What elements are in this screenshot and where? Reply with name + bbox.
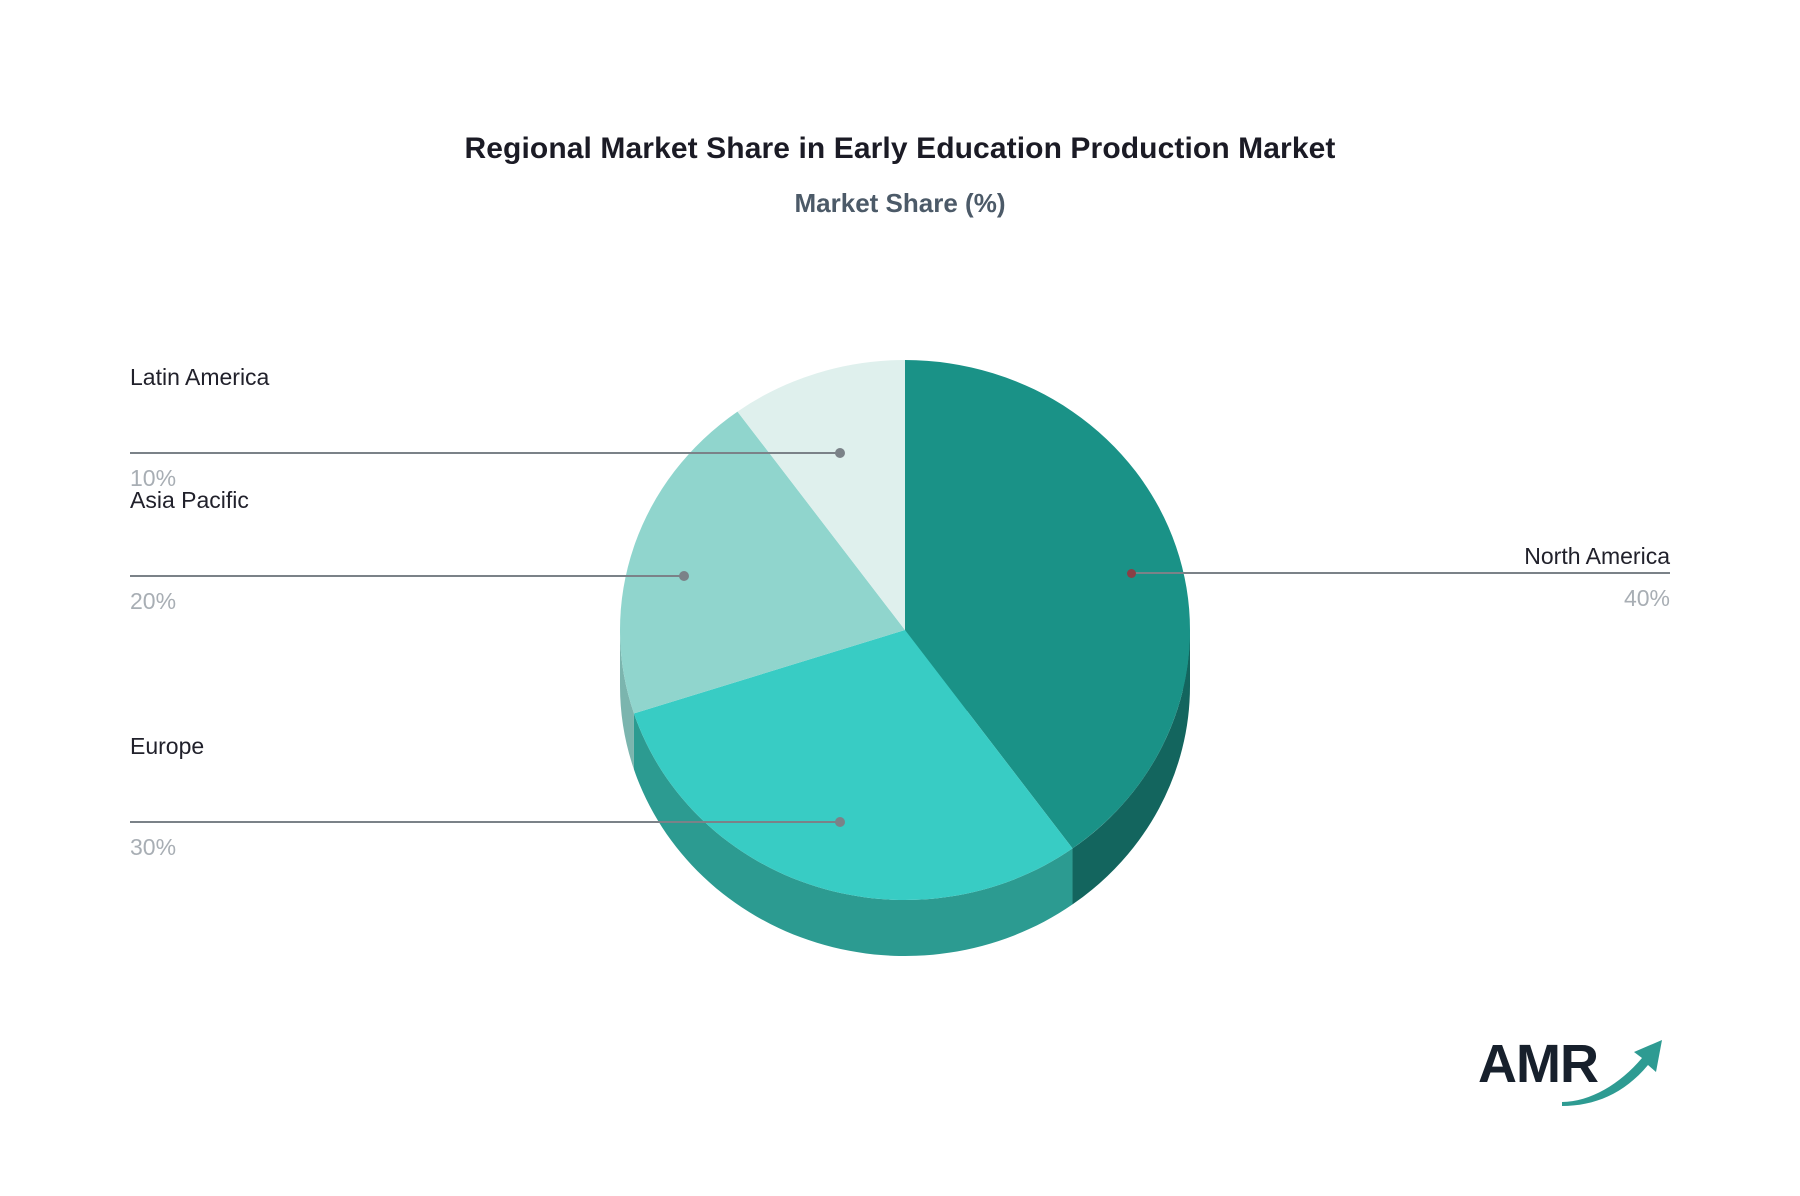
pie-svg [620,360,1190,956]
pie-depth-shapes [620,630,1190,956]
leader-line-segment [130,452,842,454]
pie-slice-europe[interactable] [633,630,1073,900]
leader-line-segment [130,821,842,823]
leader-dot [835,817,845,827]
callout-label-europe: Europe [130,733,205,759]
trending-up-arrow-icon [1562,1040,1662,1106]
pie-depth-north-america [1072,630,1190,905]
pie-depth-europe [633,713,1073,956]
callout-label-latin-america: Latin America [130,364,270,390]
chart-subtitle: Market Share (%) [794,188,1006,218]
callout-value-latin-america: 10% [130,465,177,491]
callout-label-asia-pacific: Asia Pacific [130,487,249,513]
callout-value-wrap-europe: 30% [130,832,600,862]
callout-latin-america: Latin America [130,362,600,392]
leader-line-segment [130,575,686,577]
leader-dot [679,571,689,581]
callout-value-europe: 30% [130,834,177,860]
pie-slice-latin-america[interactable] [737,360,905,630]
callout-value-asia-pacific: 20% [130,588,177,614]
chart-title: Regional Market Share in Early Education… [464,132,1336,165]
leader-line-asia-pacific [130,570,689,582]
pie-slice-asia-pacific[interactable] [620,411,905,714]
pie-chart [578,360,1238,956]
callout-north-america: North America [1200,541,1670,571]
leader-line-latin-america [130,447,845,459]
callout-value-wrap-asia-pacific: 20% [130,586,600,616]
callout-value-wrap-north-america: 40% [1200,583,1670,613]
callout-asia-pacific: Asia Pacific [130,485,600,515]
leader-line-north-america [1127,567,1670,579]
callout-value-wrap-latin-america: 10% [130,463,600,493]
pie-top-face [620,360,1190,900]
leader-dot-north-america [1127,569,1136,578]
pie-slice-north-america[interactable] [905,360,1190,849]
leader-line-segment [1130,572,1670,574]
callout-europe: Europe [130,731,600,761]
pie-depth-asia-pacific [620,630,634,770]
leader-line-europe [130,816,845,828]
callout-label-north-america: North America [1524,543,1670,569]
amr-logo-text: AMR [1478,1034,1599,1094]
leader-dot [835,448,845,458]
callout-value-north-america: 40% [1623,585,1670,611]
amr-logo: AMR [1478,1028,1668,1110]
